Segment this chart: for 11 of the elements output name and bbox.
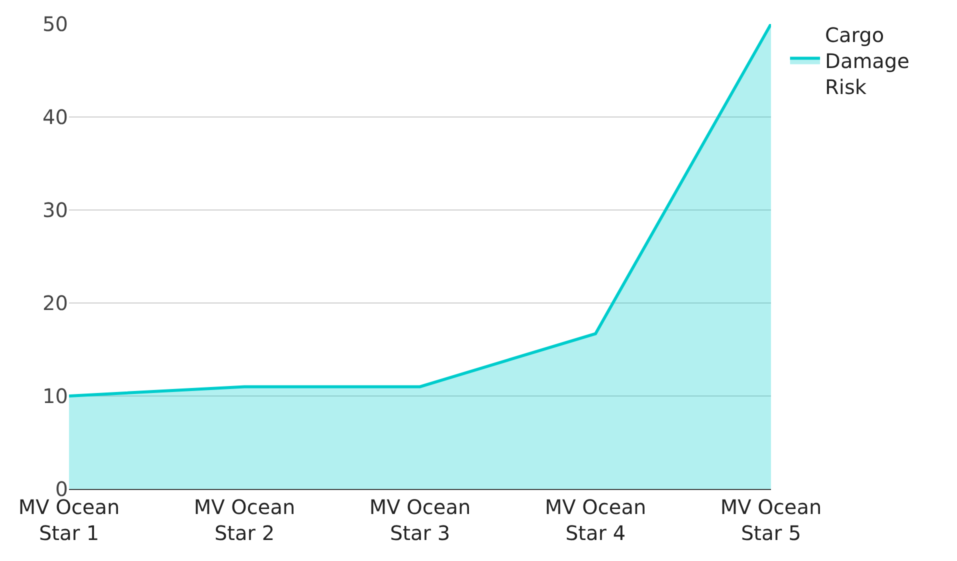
x-tick-label: MV Ocean Star 2 [194, 495, 296, 545]
x-tick-label: MV Ocean Star 3 [369, 495, 471, 545]
y-tick-label: 30 [42, 198, 68, 222]
x-tick-label: MV Ocean Star 1 [18, 495, 120, 545]
x-tick-label: MV Ocean Star 4 [544, 495, 646, 545]
y-tick-label: 10 [42, 384, 68, 408]
y-tick-label: 40 [42, 105, 68, 129]
y-tick-label: 20 [42, 291, 68, 315]
y-tick-label: 50 [42, 12, 68, 36]
x-tick-label: MV Ocean Star 5 [720, 495, 822, 545]
legend-label: Cargo Damage Risk [825, 23, 910, 99]
